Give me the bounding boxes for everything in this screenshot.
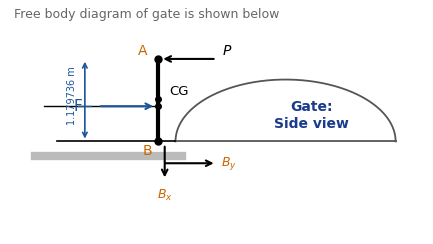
Text: Gate:
Side view: Gate: Side view [274, 100, 349, 131]
Text: P: P [223, 44, 231, 58]
Text: A: A [138, 44, 148, 58]
Text: $B_x$: $B_x$ [157, 187, 173, 203]
Text: F: F [74, 99, 83, 114]
Text: B: B [142, 144, 152, 158]
Text: 1.179736 m: 1.179736 m [67, 66, 77, 125]
Text: Free body diagram of gate is shown below: Free body diagram of gate is shown below [14, 8, 279, 21]
Text: $B_y$: $B_y$ [221, 155, 237, 172]
Text: CG: CG [169, 85, 188, 98]
